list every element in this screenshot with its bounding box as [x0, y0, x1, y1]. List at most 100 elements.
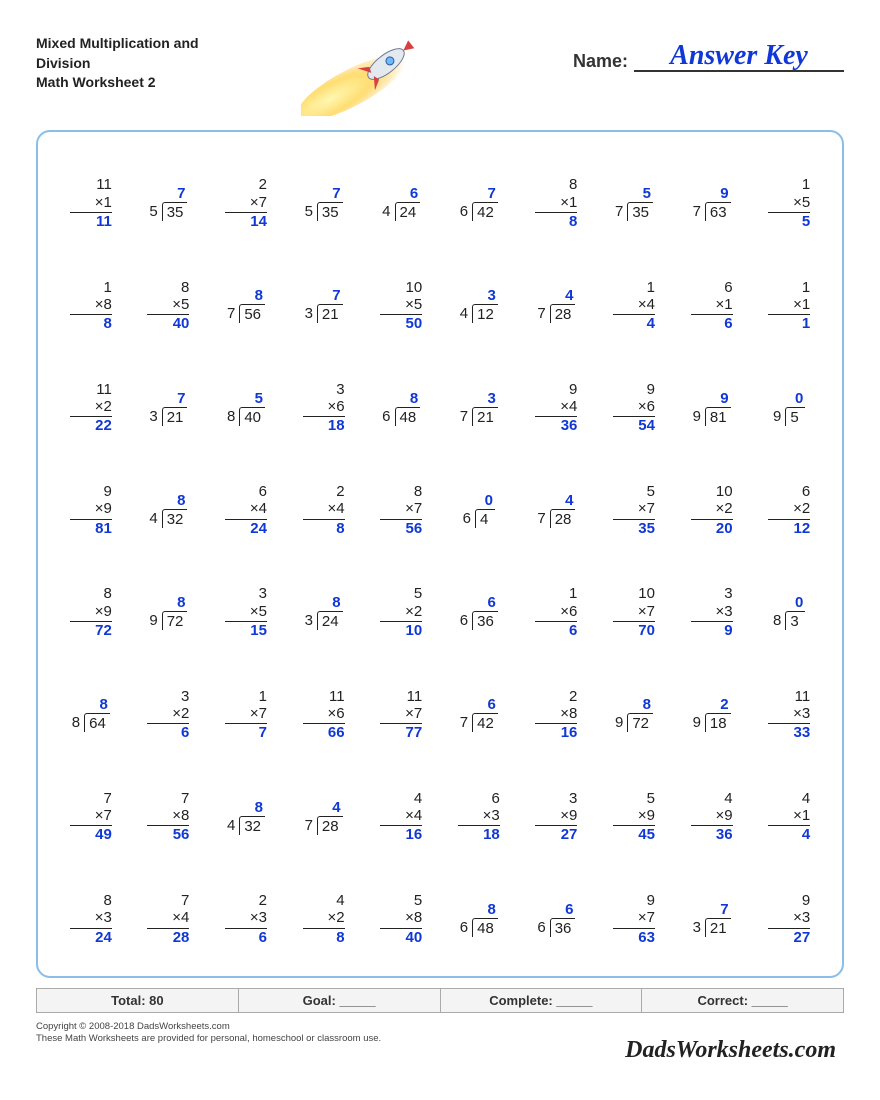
multiplier: ×9 — [691, 807, 733, 826]
multiplicand: 9 — [535, 381, 577, 398]
quotient: 4 — [550, 492, 575, 509]
divisor: 6 — [460, 611, 472, 630]
multiplication-problem: 11×666 — [303, 688, 345, 742]
multiplication-problem: 9×654 — [613, 381, 655, 435]
problem-cell: 8756 — [207, 254, 285, 356]
problem-cell: 083 — [750, 561, 828, 663]
divisor: 9 — [149, 611, 161, 630]
multiplication-problem: 11×222 — [70, 381, 112, 435]
quotient: 5 — [240, 390, 265, 407]
dividend: 21 — [317, 304, 343, 323]
division-problem: 8324 — [305, 594, 343, 630]
dividend: 35 — [162, 202, 188, 221]
division-problem: 7642 — [460, 185, 498, 221]
multiplication-problem: 3×515 — [225, 585, 267, 639]
multiplication-problem: 1×55 — [768, 176, 810, 230]
problem-cell: 8×540 — [130, 254, 208, 356]
multiplier: ×2 — [768, 500, 810, 519]
multiplication-problem: 4×28 — [303, 892, 345, 946]
multiplier: ×1 — [768, 807, 810, 826]
problem-cell: 5×840 — [362, 868, 440, 970]
problem-cell: 3×39 — [673, 561, 751, 663]
multiplicand: 6 — [225, 483, 267, 500]
product: 36 — [691, 826, 733, 843]
problems-frame: 11×11175352×7147535642476428×18573597631… — [36, 130, 844, 978]
multiplier: ×8 — [147, 807, 189, 826]
product: 40 — [380, 929, 422, 946]
multiplier: ×4 — [225, 500, 267, 519]
problem-cell: 095 — [750, 357, 828, 459]
multiplication-problem: 8×972 — [70, 585, 112, 639]
problem-cell: 9×763 — [595, 868, 673, 970]
multiplicand: 9 — [613, 892, 655, 909]
product: 50 — [380, 315, 422, 332]
division-problem: 8432 — [227, 799, 265, 835]
multiplication-problem: 5×945 — [613, 790, 655, 844]
multiplication-problem: 6×424 — [225, 483, 267, 537]
problem-cell: 9981 — [673, 357, 751, 459]
multiplicand: 1 — [613, 279, 655, 296]
multiplication-problem: 9×436 — [535, 381, 577, 435]
multiplier: ×2 — [70, 398, 112, 417]
problem-cell: 10×220 — [673, 459, 751, 561]
problem-cell: 10×770 — [595, 561, 673, 663]
multiplier: ×2 — [380, 603, 422, 622]
multiplication-problem: 3×39 — [691, 585, 733, 639]
product: 8 — [303, 520, 345, 537]
multiplier: ×3 — [691, 603, 733, 622]
multiplier: ×4 — [147, 909, 189, 928]
division-problem: 7321 — [693, 901, 731, 937]
multiplicand: 10 — [691, 483, 733, 500]
multiplier: ×4 — [303, 500, 345, 519]
dividend: 24 — [395, 202, 421, 221]
divisor: 6 — [382, 407, 394, 426]
multiplier: ×7 — [380, 500, 422, 519]
multiplicand: 4 — [691, 790, 733, 807]
title-line-2: Math Worksheet 2 — [36, 73, 256, 93]
multiplier: ×9 — [613, 807, 655, 826]
division-problem: 5735 — [615, 185, 653, 221]
problem-cell: 6×318 — [440, 766, 518, 868]
problem-cell: 11×777 — [362, 663, 440, 765]
quotient: 2 — [706, 696, 731, 713]
divisor: 3 — [693, 918, 705, 937]
problem-cell: 2918 — [673, 663, 751, 765]
problem-cell: 2×48 — [285, 459, 363, 561]
dividend: 28 — [550, 304, 576, 323]
dividend: 40 — [239, 407, 265, 426]
multiplication-problem: 10×770 — [613, 585, 655, 639]
multiplier: ×5 — [380, 296, 422, 315]
multiplicand: 7 — [147, 790, 189, 807]
problem-cell: 5735 — [595, 152, 673, 254]
division-problem: 4728 — [537, 492, 575, 528]
dividend: 24 — [317, 611, 343, 630]
multiplicand: 1 — [535, 585, 577, 602]
multiplier: ×5 — [768, 194, 810, 213]
problem-cell: 1×11 — [750, 254, 828, 356]
dividend: 4 — [475, 509, 495, 528]
problem-cell: 7321 — [285, 254, 363, 356]
multiplication-problem: 7×749 — [70, 790, 112, 844]
multiplication-problem: 1×11 — [768, 279, 810, 333]
multiplier: ×9 — [70, 500, 112, 519]
problem-cell: 8×18 — [518, 152, 596, 254]
division-problem: 7535 — [149, 185, 187, 221]
division-problem: 8972 — [615, 696, 653, 732]
quotient: 6 — [395, 185, 420, 202]
dividend: 48 — [472, 918, 498, 937]
problem-cell: 4×416 — [362, 766, 440, 868]
multiplier: ×8 — [535, 705, 577, 724]
division-problem: 9763 — [693, 185, 731, 221]
multiplication-problem: 8×324 — [70, 892, 112, 946]
divisor: 6 — [463, 509, 475, 528]
quotient: 6 — [473, 696, 498, 713]
product: 54 — [613, 417, 655, 434]
division-problem: 4728 — [305, 799, 343, 835]
division-problem: 8972 — [149, 594, 187, 630]
quotient: 0 — [786, 594, 805, 611]
problem-cell: 8324 — [285, 561, 363, 663]
multiplication-problem: 3×618 — [303, 381, 345, 435]
multiplier: ×2 — [303, 909, 345, 928]
divisor: 9 — [693, 407, 705, 426]
product: 56 — [147, 826, 189, 843]
